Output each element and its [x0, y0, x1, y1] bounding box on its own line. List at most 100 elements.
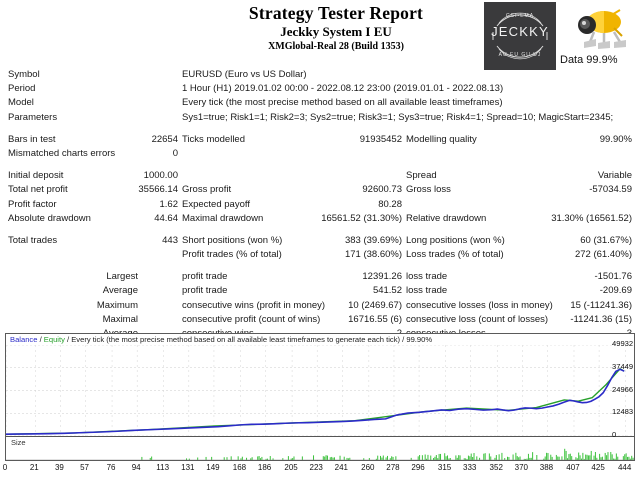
y-axis-tick: 0	[612, 430, 617, 439]
x-axis-tick: 388	[539, 463, 554, 472]
beetle-icon	[578, 9, 626, 49]
maximal-consecutive-profit-value: 16716.55 (6)	[348, 313, 402, 325]
size-label: Size	[11, 438, 26, 447]
gross-profit-value: 92600.73	[362, 184, 402, 196]
average-loss-trade-label: loss trade	[406, 285, 448, 297]
row-total-net-profit: Total net profit 35566.14 Gross profit 9…	[0, 183, 640, 197]
row-maximal-consecutive: Maximal consecutive profit (count of win…	[0, 313, 640, 327]
x-axis-tick: 21	[29, 463, 39, 472]
average-profit-trade-label: profit trade	[182, 285, 228, 297]
chart-divider	[6, 436, 634, 437]
total-trades-value: 443	[162, 234, 178, 246]
absolute-drawdown-label: Absolute drawdown	[8, 212, 91, 224]
logo-arc-bottom-text: AU EU GU UJ	[498, 52, 542, 58]
logo-arc-top-text: CCI-EMA	[505, 13, 535, 19]
maximal-consecutive-loss-label: consecutive loss (count of losses)	[406, 313, 549, 325]
mismatched-label: Mismatched charts errors	[8, 147, 116, 159]
initial-deposit-label: Initial deposit	[8, 170, 64, 182]
model-label: Model	[8, 97, 34, 109]
total-trades-label: Total trades	[8, 234, 58, 246]
x-axis-tick: 260	[361, 463, 375, 472]
system-name: Jeckky System I EU	[280, 24, 392, 39]
total-net-profit-label: Total net profit	[8, 184, 68, 196]
row-initial-deposit: Initial deposit 1000.00 Spread Variable	[0, 169, 640, 183]
equity-chart[interactable]: Balance / Equity / Every tick (the most …	[5, 333, 635, 461]
x-axis-tick: 370	[514, 463, 529, 472]
average-profit-trade-value: 541.52	[372, 285, 402, 297]
total-net-profit-value: 35566.14	[138, 184, 178, 196]
short-positions-label: Short positions (won %)	[182, 234, 283, 246]
row-maximum-consecutive: Maximum consecutive wins (profit in mone…	[0, 299, 640, 313]
x-axis-tick: 94	[131, 463, 141, 472]
max-consecutive-wins-label: consecutive wins (profit in money)	[182, 299, 326, 311]
x-axis-tick: 205	[284, 463, 298, 472]
max-consecutive-losses-value: 15 (-11241.36)	[570, 299, 632, 311]
long-positions-label: Long positions (won %)	[406, 234, 505, 246]
spread-value: Variable	[597, 170, 632, 182]
legend-sep-1: /	[37, 335, 44, 344]
loss-trades-value: 272 (61.40%)	[574, 249, 632, 261]
modelling-quality-value: 99.90%	[599, 133, 632, 145]
symbol-label: Symbol	[8, 69, 40, 80]
trade-size-histogram	[6, 448, 634, 460]
row-period: Period 1 Hour (H1) 2019.01.02 00:00 - 20…	[0, 82, 640, 96]
logo-ring-icon	[492, 12, 548, 60]
x-axis-tick: 39	[54, 463, 64, 472]
report-titles: Strategy Tester Report Jeckky System I E…	[0, 3, 640, 53]
largest-profit-trade-label: profit trade	[182, 271, 228, 283]
legend-equity: Equity	[43, 335, 65, 344]
profit-trades-label: Profit trades (% of total)	[182, 249, 282, 261]
x-axis-tick: 241	[334, 463, 348, 472]
jeckky-logo: CCI-EMA JECKKY AU EU GU UJ	[484, 2, 556, 70]
average-label: Average	[102, 285, 138, 297]
chart-legend: Balance / Equity / Every tick (the most …	[10, 335, 432, 345]
gross-profit-label: Gross profit	[182, 184, 232, 196]
long-positions-value: 60 (31.67%)	[580, 234, 632, 246]
y-axis-tick: 49932	[612, 339, 634, 348]
max-consecutive-losses-label: consecutive losses (loss in money)	[406, 299, 553, 311]
maximal-consecutive-loss-value: -11241.36 (15)	[570, 313, 632, 325]
largest-label: Largest	[106, 271, 138, 283]
largest-profit-trade-value: 12391.26	[362, 271, 402, 283]
maximal-drawdown-label: Maximal drawdown	[182, 212, 264, 224]
stats-table: Symbol EURUSD (Euro vs US Dollar) Period…	[0, 68, 640, 341]
bars-in-test-value: 22654	[151, 133, 178, 145]
relative-drawdown-label: Relative drawdown	[406, 212, 487, 224]
x-axis-tick: 352	[489, 463, 503, 472]
model-value: Every tick (the most precise method base…	[182, 97, 503, 109]
x-axis-tick: 333	[463, 463, 477, 472]
x-axis-tick: 149	[206, 463, 220, 472]
row-bars-in-test: Bars in test 22654 Ticks modelled 919354…	[0, 133, 640, 147]
row-profit-factor: Profit factor 1.62 Expected payoff 80.28	[0, 198, 640, 212]
period-label: Period	[8, 83, 36, 95]
absolute-drawdown-value: 44.64	[154, 212, 178, 224]
legend-balance: Balance	[10, 335, 38, 344]
largest-loss-trade-label: loss trade	[406, 271, 448, 283]
row-total-trades: Total trades 443 Short positions (won %)…	[0, 234, 640, 248]
x-axis-tick: 278	[386, 463, 400, 472]
page-title: Strategy Tester Report	[248, 3, 424, 23]
x-axis-tick: 223	[309, 463, 323, 472]
parameters-label: Parameters	[8, 111, 58, 123]
chart-x-axis: 0 21 39 57 76 94 113 131 149 168 186 205 223 241 260 27…	[0, 463, 640, 477]
ticks-modelled-value: 91935452	[359, 133, 402, 145]
y-axis-tick: 12483	[612, 407, 634, 417]
broker-build: XMGlobal-Real 28 (Build 1353)	[268, 41, 404, 52]
row-model: Model Every tick (the most precise metho…	[0, 96, 640, 110]
loss-trades-label: Loss trades (% of total)	[406, 249, 504, 261]
row-largest: Largest profit trade 12391.26 loss trade…	[0, 270, 640, 284]
row-profit-trades: Profit trades (% of total) 171 (38.60%) …	[0, 248, 640, 262]
maximum-label: Maximum	[96, 299, 138, 311]
report-header: Strategy Tester Report Jeckky System I E…	[0, 0, 640, 70]
row-average-trade: Average profit trade 541.52 loss trade -…	[0, 284, 640, 298]
modelling-quality-label: Modelling quality	[406, 133, 477, 145]
x-axis-tick: 425	[591, 463, 605, 472]
x-axis-tick: 315	[437, 463, 452, 472]
spread-label: Spread	[406, 170, 437, 182]
symbol-value: EURUSD (Euro vs US Dollar)	[182, 69, 307, 80]
row-mismatched-errors: Mismatched charts errors 0	[0, 147, 640, 161]
gross-loss-value: -57034.59	[589, 184, 632, 196]
legend-description: / Every tick (the most precise method ba…	[64, 335, 433, 344]
maximal-label: Maximal	[102, 313, 138, 325]
x-axis-tick: 76	[106, 463, 116, 472]
